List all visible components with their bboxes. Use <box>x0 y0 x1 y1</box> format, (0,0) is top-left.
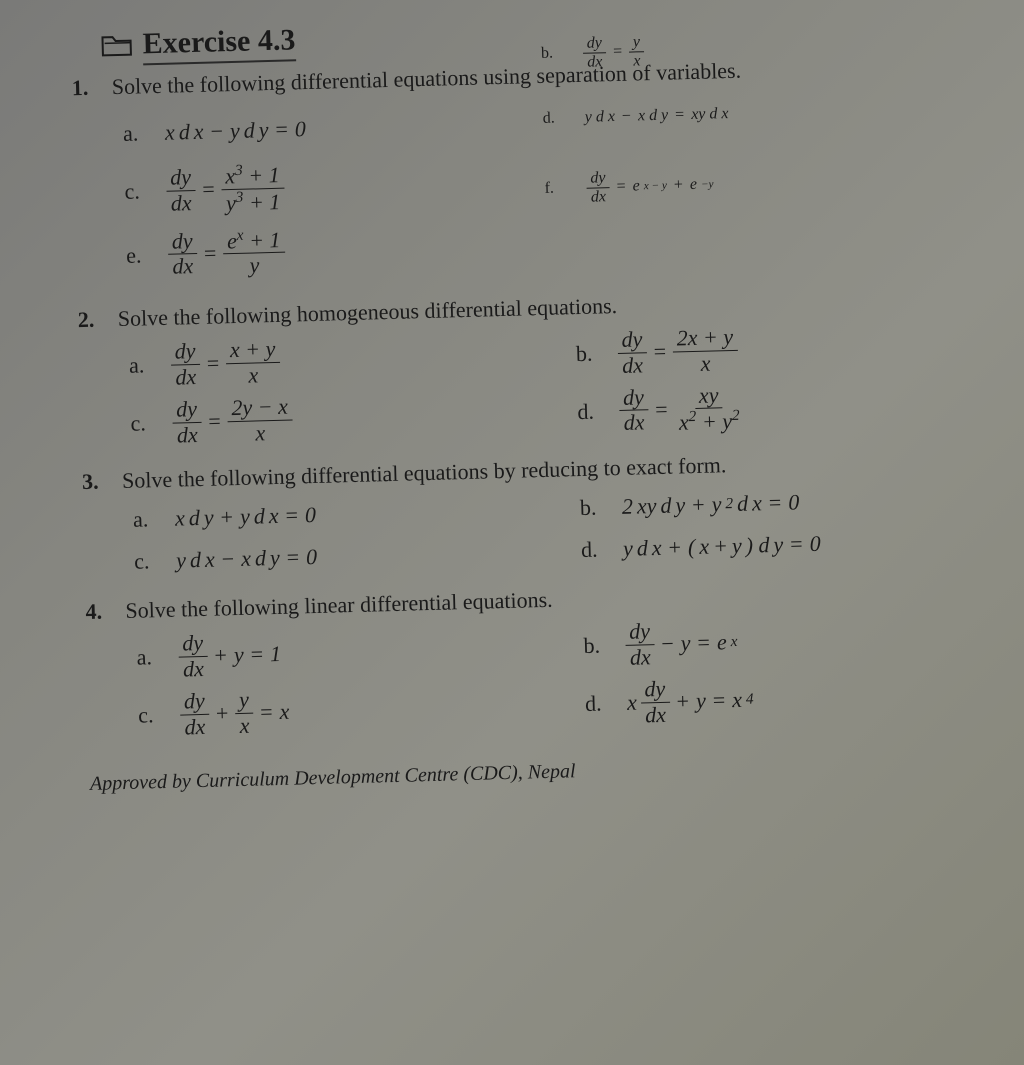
option-label: b. <box>541 44 567 63</box>
question-number: 2. <box>78 306 105 333</box>
option-label: b. <box>580 494 607 521</box>
page-content: Exercise 4.3 1. Solve the following diff… <box>40 0 1004 797</box>
option-4c: c. dydx + yx = x <box>138 679 556 742</box>
option-3a: a. x dy + y dx = 0 <box>133 491 551 538</box>
option-2d: d. dydx = xyx2 + y2 <box>577 375 995 438</box>
option-label: c. <box>134 548 161 575</box>
question-2: 2. Solve the following homogeneous diffe… <box>48 283 995 452</box>
math-expr: dydx + yx = x <box>180 687 290 739</box>
math-expr: y dx − x dy = xy dx <box>585 105 729 127</box>
question-prompt: Solve the following linear differential … <box>125 587 553 624</box>
option-label: c. <box>138 702 165 729</box>
math-expr: dydx − y = ex <box>625 617 738 669</box>
option-label: a. <box>136 644 163 671</box>
math-expr: 2xy dy + y2 dx = 0 <box>622 489 800 520</box>
question-number: 4. <box>85 598 112 625</box>
option-2b: b. dydx = 2x + yx <box>575 317 993 380</box>
option-label: a. <box>133 506 160 533</box>
math-expr: y dx − x dy = 0 <box>176 544 318 574</box>
option-1d: d. y dx − x dy = xy dx <box>542 88 729 145</box>
option-4b: b. dydx − y = ex <box>583 609 1001 672</box>
option-label: b. <box>576 340 603 367</box>
option-label: a. <box>123 120 150 147</box>
question-4: 4. Solve the following linear differenti… <box>55 575 1002 744</box>
math-expr: x dy + y dx = 0 <box>175 502 317 532</box>
math-expr: y dx + (x + y) dy = 0 <box>623 531 821 562</box>
math-expr: dydx = yx <box>583 33 645 71</box>
math-expr: x dydx + y = x4 <box>626 675 754 728</box>
question-number: 1. <box>71 75 98 102</box>
question-prompt: Solve the following homogeneous differen… <box>118 293 618 332</box>
math-expr: dydx = x3 + 1y3 + 1 <box>166 162 285 217</box>
math-expr: dydx = 2y − xx <box>172 395 293 447</box>
math-expr: x dx − y dy = 0 <box>165 116 307 146</box>
option-label: f. <box>544 179 570 198</box>
option-3b: b. 2xy dy + y2 dx = 0 <box>579 479 997 526</box>
math-expr: dydx = xyx2 + y2 <box>619 382 744 436</box>
option-label: e. <box>126 242 153 269</box>
question-3: 3. Solve the following differential equa… <box>52 445 999 582</box>
option-2c: c. dydx = 2y − xx <box>130 387 548 450</box>
option-label: b. <box>583 632 610 659</box>
option-label: d. <box>543 109 569 128</box>
option-label: d. <box>581 536 608 563</box>
option-2a: a. dydx = x + yx <box>128 329 546 392</box>
math-expr: dydx + y = 1 <box>178 629 282 681</box>
option-label: d. <box>577 398 604 425</box>
exercise-title: Exercise 4.3 <box>142 23 296 65</box>
footer-text: Approved by Curriculum Development Centr… <box>90 749 1004 796</box>
option-3d: d. y dx + (x + y) dy = 0 <box>581 521 999 568</box>
option-1b: b. dydx = yx <box>540 25 645 80</box>
option-4d: d. x dydx + y = x4 <box>584 667 1002 730</box>
option-label: a. <box>129 352 156 379</box>
math-expr: dydx = ex + 1y <box>168 226 286 280</box>
folder-icon <box>100 32 133 62</box>
question-1: 1. Solve the following differential equa… <box>41 51 990 290</box>
math-expr: dydx = x + yx <box>170 337 280 389</box>
option-label: d. <box>585 690 612 717</box>
question-number: 3. <box>82 468 109 495</box>
math-expr: dydx = 2x + yx <box>617 325 738 377</box>
option-1f: f. dydx = ex − y + e−y <box>544 158 714 214</box>
option-3c: c. y dx − x dy = 0 <box>134 533 552 580</box>
option-label: c. <box>124 178 151 205</box>
math-expr: dydx = ex − y + e−y <box>586 166 714 205</box>
option-label: c. <box>130 410 157 437</box>
option-4a: a. dydx + y = 1 <box>136 621 554 684</box>
